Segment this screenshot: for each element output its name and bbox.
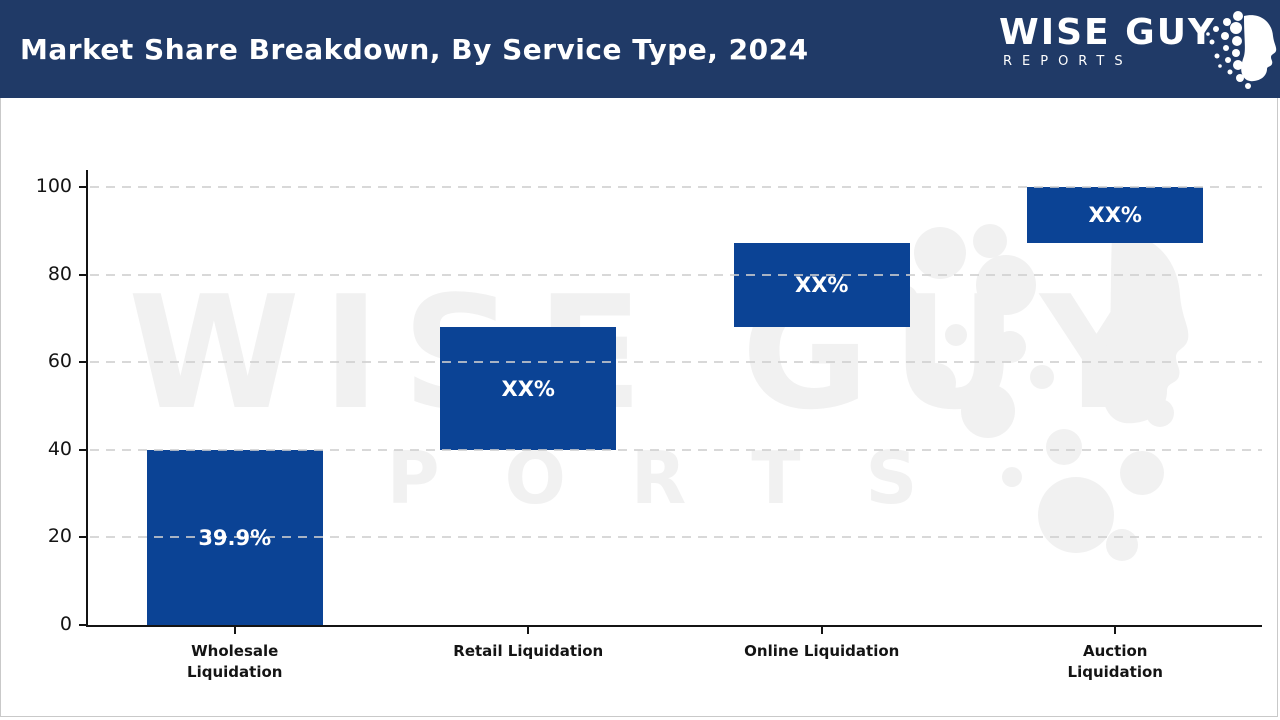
x-axis-category-label-line: Online Liquidation bbox=[744, 642, 900, 660]
y-axis bbox=[86, 170, 88, 627]
x-axis bbox=[86, 625, 1262, 627]
brand-face-icon bbox=[1206, 11, 1277, 89]
y-axis-tick-label: 40 bbox=[47, 437, 72, 460]
brand-logo-subtext: REPORTS bbox=[1002, 53, 1133, 69]
gridline bbox=[90, 536, 1262, 539]
gridline bbox=[90, 186, 1262, 188]
x-axis-category-label: Auction Liquidation bbox=[1005, 641, 1225, 683]
x-axis-category-label-line: Auction bbox=[1083, 642, 1148, 660]
page-border-left bbox=[0, 98, 1, 717]
x-axis-category-label: Retail Liquidation bbox=[418, 641, 638, 662]
y-axis-tick bbox=[79, 361, 87, 364]
y-axis-tick bbox=[79, 624, 87, 626]
y-axis-tick-label: 20 bbox=[47, 525, 72, 548]
page-border-right bbox=[1277, 98, 1278, 717]
x-axis-category-label-line: Wholesale bbox=[191, 642, 279, 660]
bar-retail-liquidation[interactable] bbox=[440, 327, 617, 451]
brand-logo: WISE GUY REPORTS bbox=[999, 14, 1216, 69]
y-axis-tick-label: 60 bbox=[47, 350, 72, 373]
bar-value-label: XX% bbox=[795, 272, 849, 297]
y-axis-tick-label: 0 bbox=[59, 613, 72, 635]
x-axis-category-label: Online Liquidation bbox=[712, 641, 932, 662]
x-axis-tick bbox=[820, 627, 823, 634]
y-axis-tick bbox=[79, 186, 87, 188]
x-axis-tick bbox=[233, 627, 236, 634]
bar-value-label: 39.9% bbox=[198, 525, 272, 550]
y-axis-tick-label: 100 bbox=[35, 175, 72, 197]
page-border-bottom bbox=[0, 716, 1278, 717]
header-bar: Market Share Breakdown, By Service Type,… bbox=[0, 0, 1280, 98]
x-axis-category-label-line: Retail Liquidation bbox=[453, 642, 604, 660]
bar-online-liquidation[interactable] bbox=[733, 242, 910, 328]
y-axis-tick bbox=[79, 448, 87, 451]
x-axis-category-label-line: Liquidation bbox=[1067, 663, 1163, 681]
y-axis-tick bbox=[79, 536, 87, 539]
watermark-face-icon bbox=[890, 224, 1189, 561]
page-title: Market Share Breakdown, By Service Type,… bbox=[20, 32, 809, 66]
gridline bbox=[90, 273, 1262, 276]
x-axis-category-label-line: Liquidation bbox=[187, 663, 283, 681]
x-axis-category-label: Wholesale Liquidation bbox=[125, 641, 345, 683]
bar-value-label: XX% bbox=[501, 376, 555, 401]
brand-logo-text: WISE GUY bbox=[998, 12, 1216, 53]
bar-auction-liquidation[interactable] bbox=[1027, 187, 1204, 243]
x-axis-tick bbox=[1114, 627, 1117, 634]
y-axis-tick-label: 80 bbox=[47, 262, 72, 285]
bar-value-label: XX% bbox=[1088, 202, 1142, 227]
x-axis-tick bbox=[527, 627, 530, 634]
gridline bbox=[90, 448, 1262, 451]
waterfall-chart: 0 20 40 60 80 100 39.9% XX% XX% XX% Wholesale Liqui… bbox=[0, 98, 1280, 720]
gridline bbox=[90, 361, 1262, 364]
y-axis-tick bbox=[79, 273, 87, 276]
